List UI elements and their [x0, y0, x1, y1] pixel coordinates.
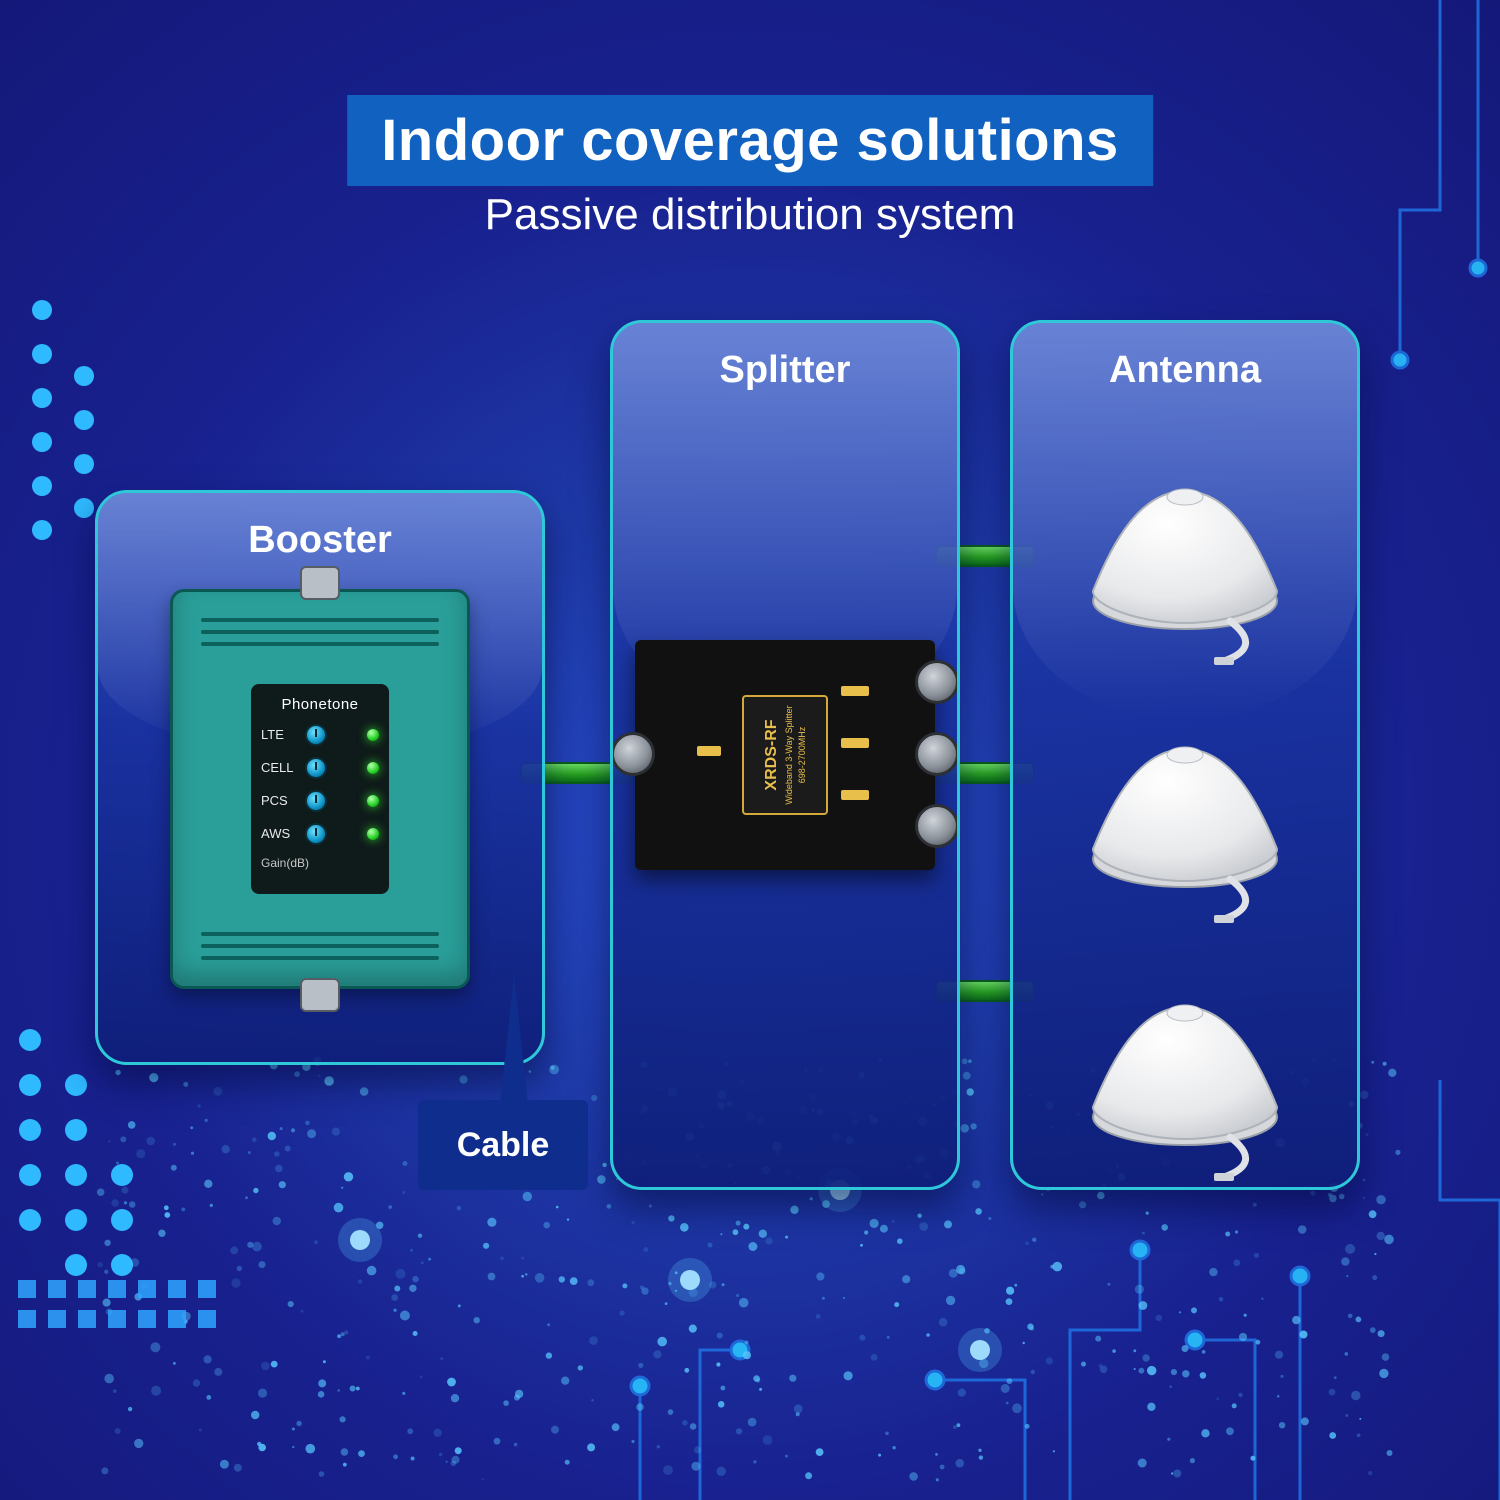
title-text: Indoor coverage solutions [381, 108, 1119, 173]
splitter-plate: XRDS-RF Wideband 3-Way Splitter 698-2700… [742, 695, 828, 815]
booster-face: Phonetone LTE CELL PCS AWS Gain(dB) [251, 684, 389, 894]
antenna-icon [1080, 473, 1290, 673]
splitter-port-out1 [915, 660, 959, 704]
booster-connector-bottom [300, 978, 340, 1012]
led-icon [367, 828, 379, 840]
splitter-device: XRDS-RF Wideband 3-Way Splitter 698-2700… [635, 640, 935, 870]
band-label: LTE [261, 727, 297, 742]
led-icon [367, 795, 379, 807]
title-band: Indoor coverage solutions [347, 95, 1153, 186]
panel-booster: Booster Phonetone LTE CELL PCS AWS Gain(dB) [95, 490, 545, 1065]
band-label: AWS [261, 826, 297, 841]
panel-splitter: Splitter XRDS-RF Wideband 3-Way Splitter… [610, 320, 960, 1190]
led-icon [367, 729, 379, 741]
splitter-desc1: Wideband 3-Way Splitter [784, 705, 794, 804]
splitter-port-out2 [915, 732, 959, 776]
booster-connector-top [300, 566, 340, 600]
cable-label-text: Cable [457, 1126, 550, 1165]
booster-gain-label: Gain(dB) [261, 856, 379, 870]
splitter-desc2: 698-2700MHz [797, 727, 807, 784]
dial-icon [305, 823, 327, 845]
panel-antenna-title: Antenna [1013, 349, 1357, 392]
splitter-output-labels [841, 686, 869, 800]
dial-icon [305, 790, 327, 812]
band-label: PCS [261, 793, 297, 808]
booster-band-row: LTE [261, 724, 379, 746]
booster-vents-bottom [201, 924, 439, 968]
led-icon [367, 762, 379, 774]
band-label: CELL [261, 760, 297, 775]
panel-antenna: Antenna [1010, 320, 1360, 1190]
splitter-port-out3 [915, 804, 959, 848]
splitter-input-label [697, 746, 721, 756]
booster-band-row: CELL [261, 757, 379, 779]
booster-band-row: AWS [261, 823, 379, 845]
splitter-model: XRDS-RF [763, 719, 781, 790]
subtitle-text: Passive distribution system [485, 190, 1016, 240]
panel-booster-title: Booster [98, 519, 542, 562]
booster-device: Phonetone LTE CELL PCS AWS Gain(dB) [170, 589, 470, 989]
cable-pointer [500, 974, 528, 1104]
dial-icon [305, 724, 327, 746]
booster-band-row: PCS [261, 790, 379, 812]
booster-brand: Phonetone [261, 696, 379, 713]
antenna-icon [1080, 731, 1290, 931]
antenna-icon [1080, 989, 1290, 1189]
panel-splitter-title: Splitter [613, 349, 957, 392]
cable-label-box: Cable [418, 1100, 588, 1190]
booster-vents-top [201, 610, 439, 654]
splitter-port-in [611, 732, 655, 776]
dial-icon [305, 757, 327, 779]
